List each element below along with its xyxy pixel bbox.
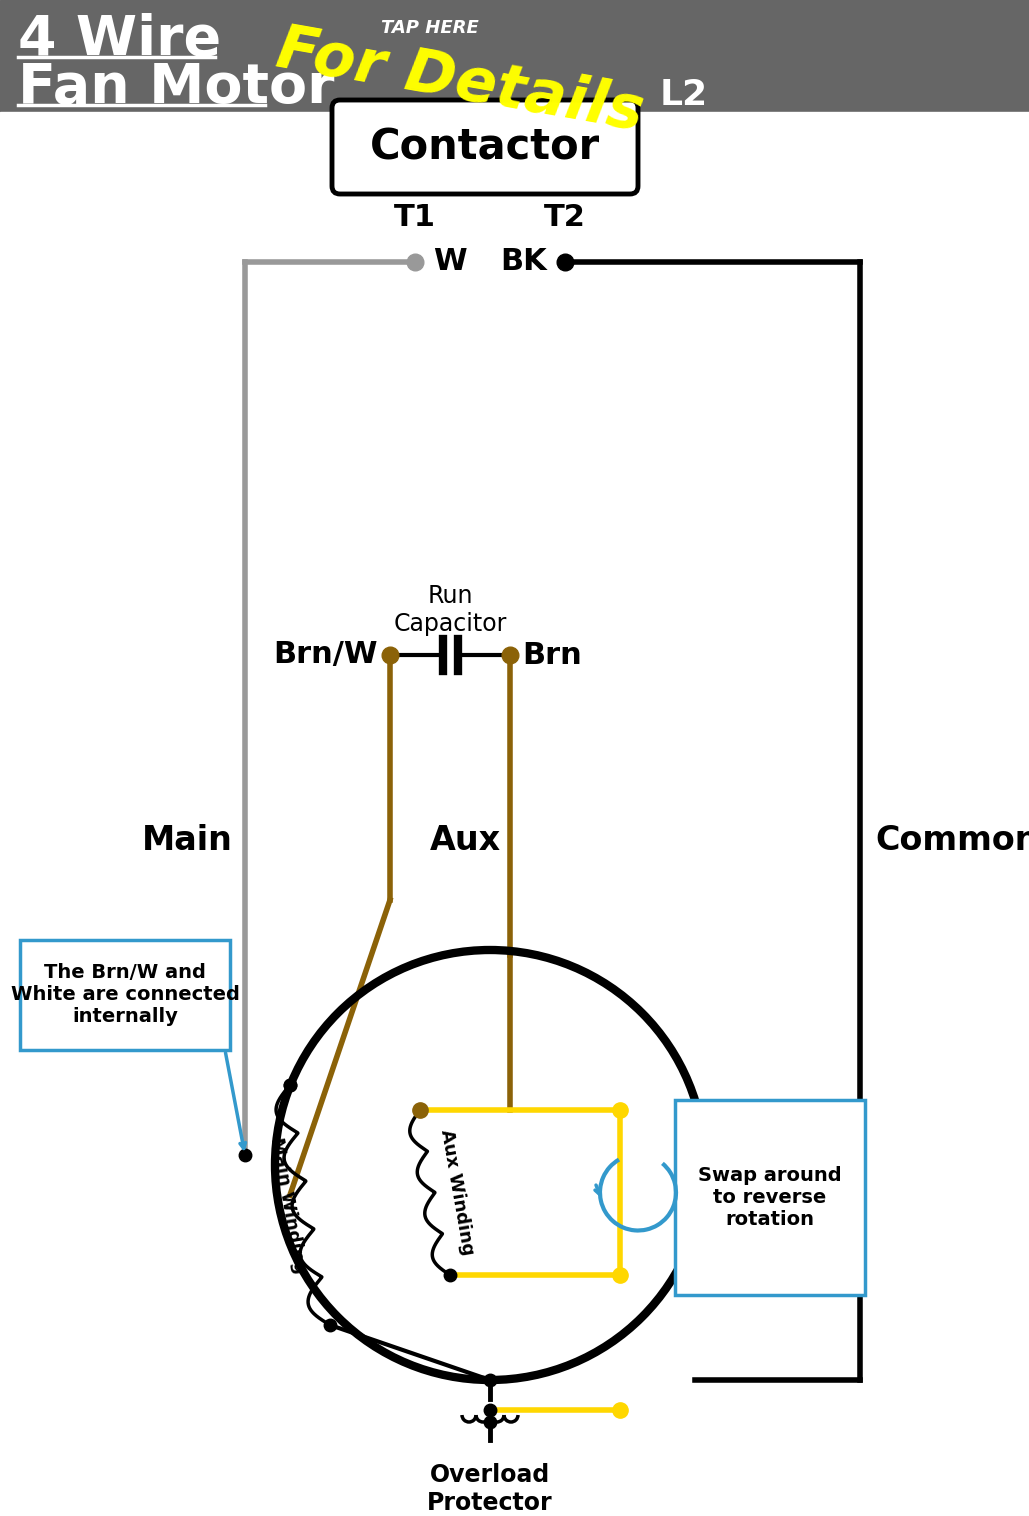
Text: Main: Main — [142, 823, 233, 857]
Bar — [0, 0, 1029, 112]
Text: The Brn/W and
White are connected
internally: The Brn/W and White are connected intern… — [10, 964, 240, 1026]
Text: W: W — [433, 247, 466, 276]
Text: L2: L2 — [660, 77, 708, 112]
Text: Run
Capacitor: Run Capacitor — [393, 584, 506, 635]
FancyBboxPatch shape — [675, 1101, 865, 1295]
Text: Contactor: Contactor — [370, 126, 600, 168]
Text: Main Winding: Main Winding — [268, 1135, 309, 1275]
Text: Fan Motor: Fan Motor — [17, 61, 334, 115]
Text: T2: T2 — [544, 203, 586, 232]
Text: For Details: For Details — [272, 21, 648, 144]
Text: TAP HERE: TAP HERE — [381, 20, 478, 36]
Text: Aux: Aux — [429, 823, 500, 857]
Text: BK: BK — [500, 247, 547, 276]
Text: Aux Winding: Aux Winding — [437, 1128, 477, 1257]
Text: Swap around
to reverse
rotation: Swap around to reverse rotation — [699, 1166, 842, 1229]
Text: 4 Wire: 4 Wire — [17, 14, 221, 67]
FancyBboxPatch shape — [332, 100, 638, 194]
Text: Overload
Protector: Overload Protector — [427, 1463, 553, 1514]
Text: Brn/W: Brn/W — [274, 640, 378, 670]
Text: T1: T1 — [394, 203, 436, 232]
Text: Brn: Brn — [522, 640, 581, 670]
Text: Common: Common — [875, 823, 1029, 857]
FancyBboxPatch shape — [20, 940, 230, 1051]
